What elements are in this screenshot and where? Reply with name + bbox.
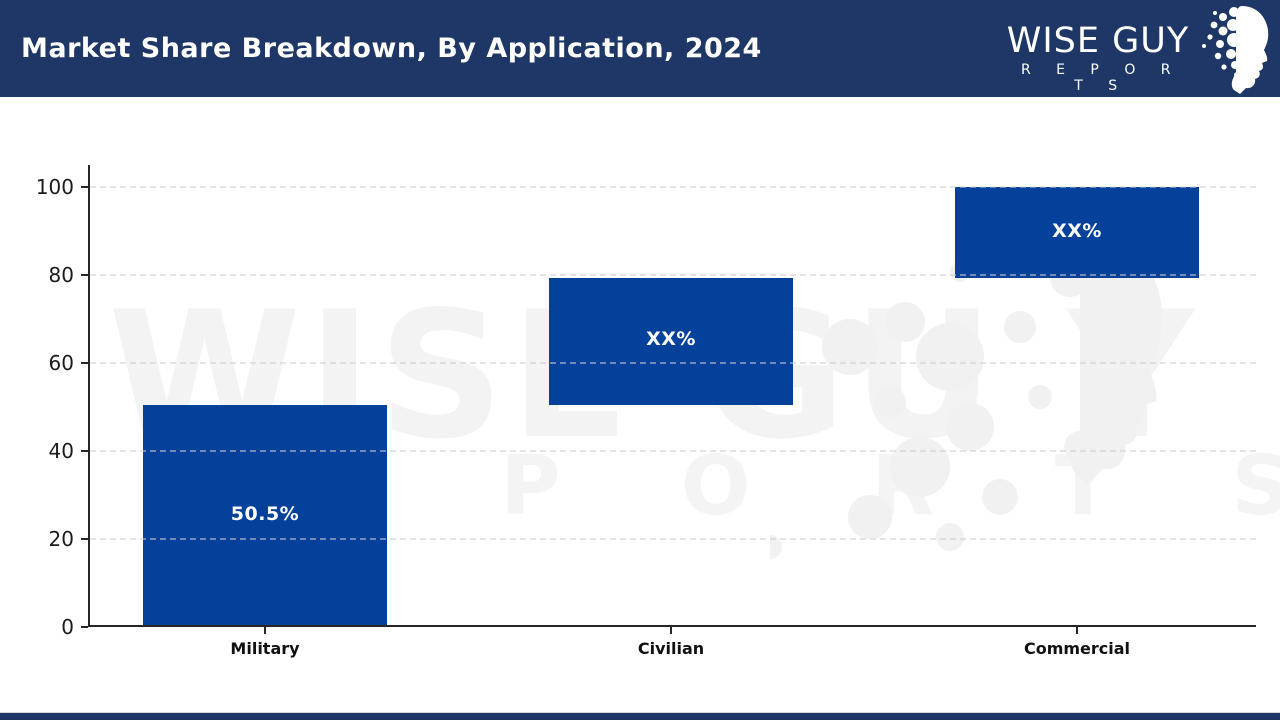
footer-accent-bar xyxy=(0,712,1280,720)
chart-canvas: WISE GU Y R E P O R T S 02040608010050.5… xyxy=(0,97,1280,713)
x-axis-tick-civilian xyxy=(670,627,672,634)
y-axis-label-100: 100 xyxy=(35,175,74,199)
y-axis-label-60: 60 xyxy=(48,351,74,375)
y-axis-tick-40 xyxy=(81,450,88,452)
x-axis-label-military: Military xyxy=(230,639,300,658)
plot-axes xyxy=(88,165,1256,627)
bar-commercial xyxy=(955,187,1199,279)
header-band: Market Share Breakdown, By Application, … xyxy=(0,0,1280,97)
gridline-40 xyxy=(90,450,1256,452)
gridline-20 xyxy=(90,538,1256,540)
bar-value-label-commercial: XX% xyxy=(1052,219,1102,242)
y-axis-label-0: 0 xyxy=(61,615,74,639)
y-axis-tick-0 xyxy=(81,626,88,628)
bar-military xyxy=(143,404,387,627)
y-axis-label-40: 40 xyxy=(48,439,74,463)
gridline-60 xyxy=(90,362,1256,364)
y-axis-tick-80 xyxy=(81,274,88,276)
y-axis-tick-20 xyxy=(81,538,88,540)
gridline-100 xyxy=(90,186,1256,188)
y-axis-tick-60 xyxy=(81,362,88,364)
bar-value-label-military: 50.5% xyxy=(230,502,300,525)
x-axis-label-commercial: Commercial xyxy=(1023,639,1131,658)
x-axis-label-civilian: Civilian xyxy=(637,639,705,658)
y-axis-label-20: 20 xyxy=(48,527,74,551)
logo-brand-sub: R E P O R T S xyxy=(1020,62,1182,94)
bar-value-label-civilian: XX% xyxy=(646,328,696,351)
wise-guy-reports-logo: WISE GUY R E P O R T S xyxy=(1002,0,1272,97)
y-axis-tick-100 xyxy=(81,186,88,188)
logo-wordmark: WISE GUY R E P O R T S xyxy=(1002,21,1194,95)
dotted-head-profile-icon xyxy=(1202,6,1269,94)
logo-brand-name: WISE GUY xyxy=(1006,21,1190,61)
x-axis-tick-military xyxy=(264,627,266,634)
y-axis-label-80: 80 xyxy=(48,263,74,287)
x-axis-tick-commercial xyxy=(1076,627,1078,634)
watermark-dotted-head xyxy=(770,233,1163,559)
bar-civilian xyxy=(549,278,793,405)
gridline-80 xyxy=(90,274,1256,276)
page-title: Market Share Breakdown, By Application, … xyxy=(21,33,762,64)
